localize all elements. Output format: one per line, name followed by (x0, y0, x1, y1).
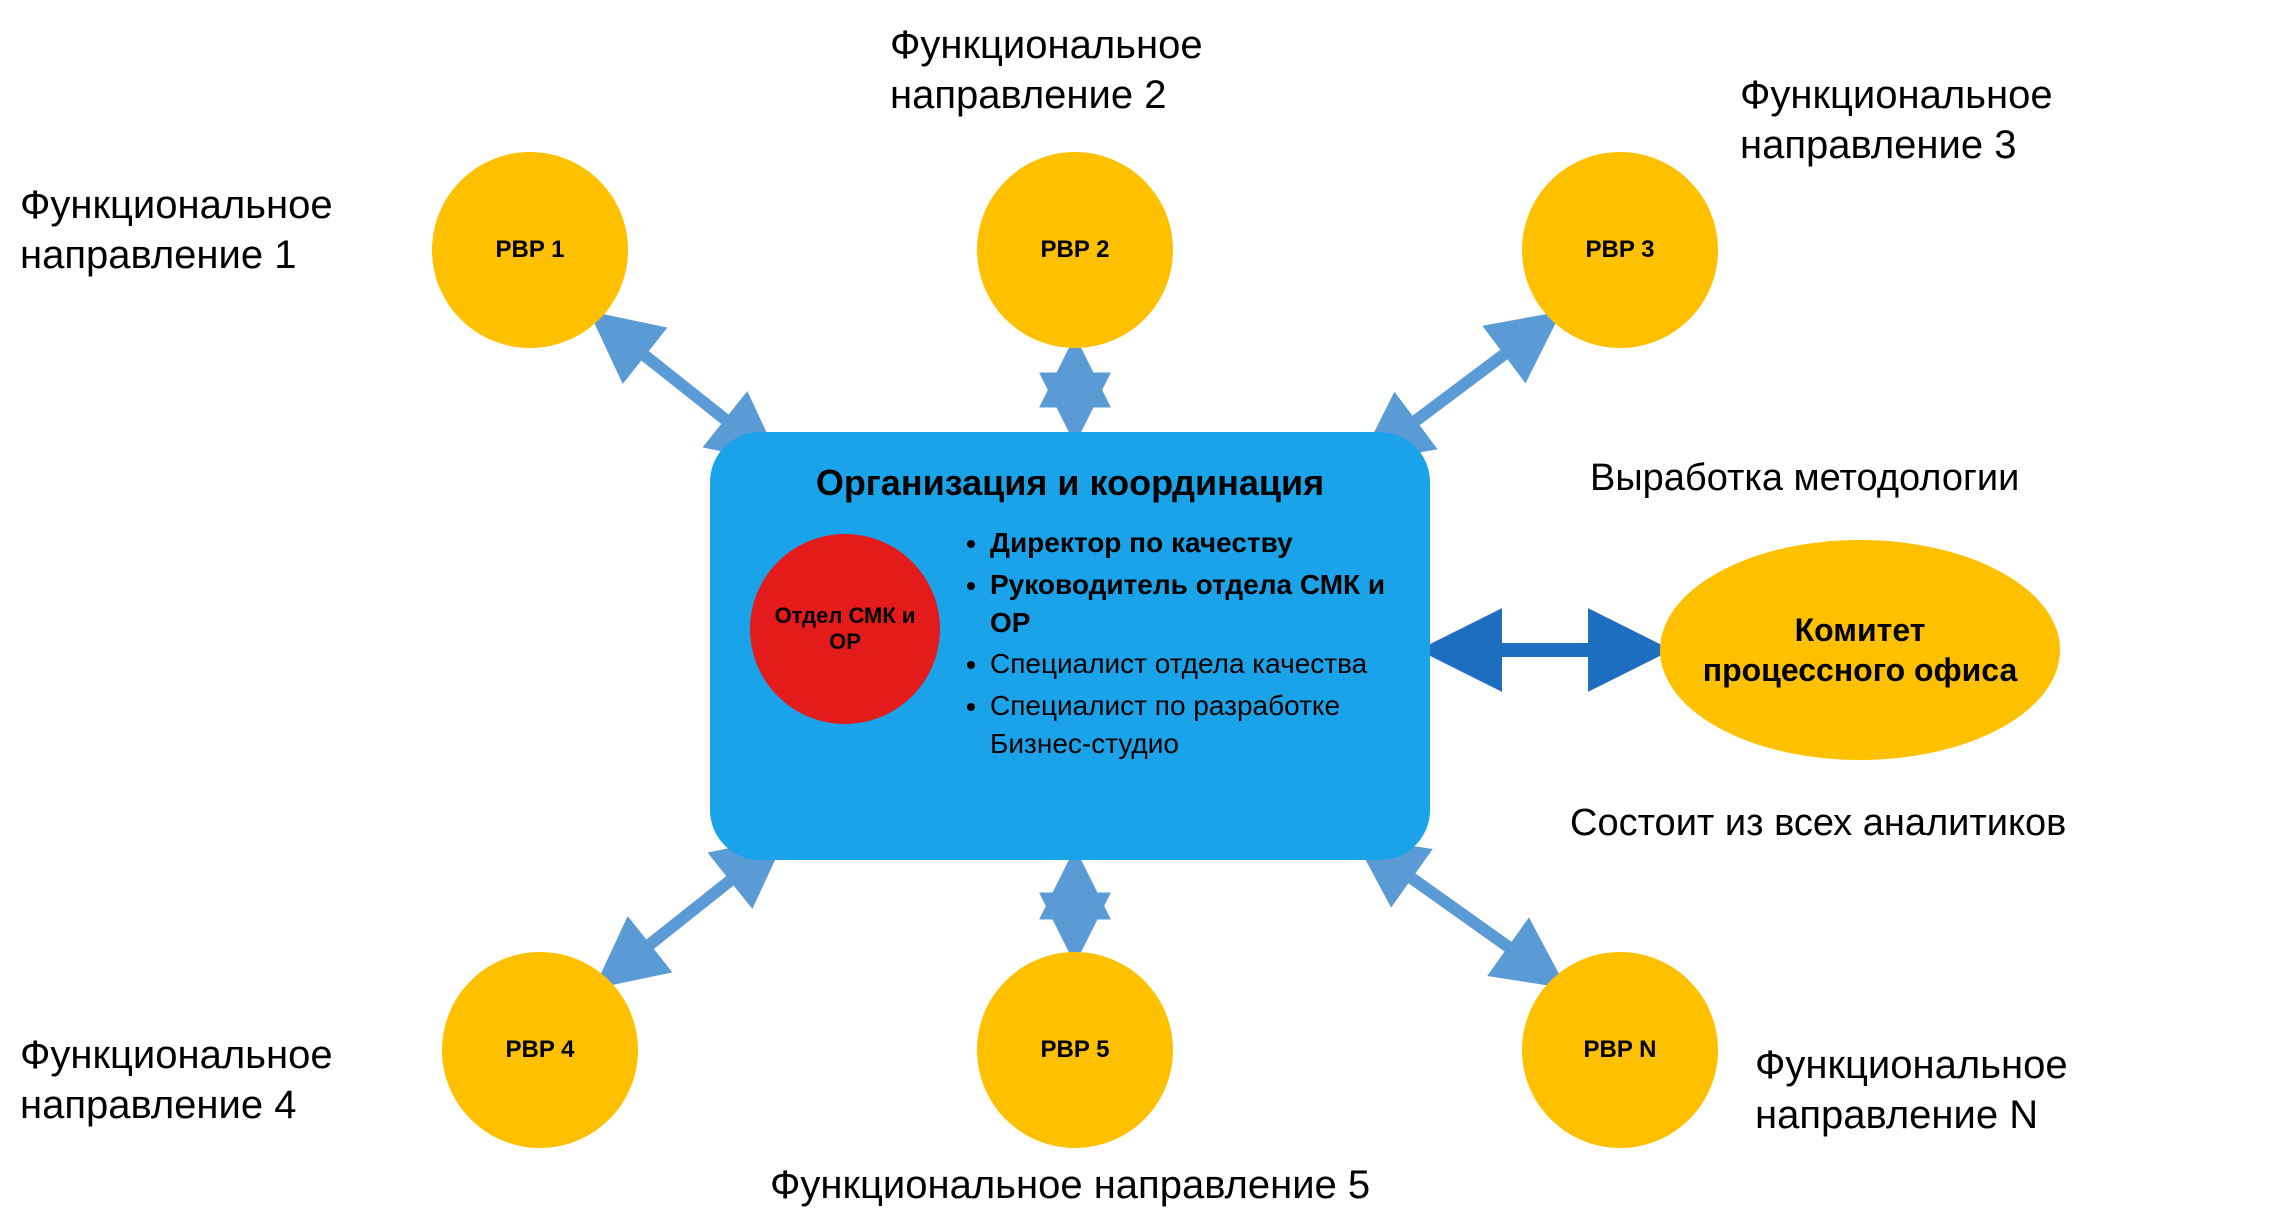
committee-label-bottom: Состоит из всех аналитиков (1570, 800, 2066, 848)
pbp-node-pbp1: PBP 1 (432, 152, 628, 348)
center-role-item: Руководитель отдела СМК и ОР (990, 566, 1390, 642)
committee-label-top: Выработка методологии (1590, 455, 2019, 503)
center-roles-list: Директор по качеству Руководитель отдела … (960, 524, 1390, 767)
connector-arrow (1365, 845, 1555, 980)
pbp-node-label: PBP N (1584, 1036, 1657, 1064)
red-dept-label: Отдел СМК и ОР (764, 603, 926, 656)
center-role-item: Специалист по разработке Бизнес-студио (990, 687, 1390, 763)
pbp-node-pbp2: PBP 2 (977, 152, 1173, 348)
pbp-node-pbp5: PBP 5 (977, 952, 1173, 1148)
pbp-ext-label-pbp5: Функциональное направление 5 (770, 1160, 1370, 1210)
connector-arrow (605, 845, 775, 980)
center-role-item: Специалист отдела качества (990, 645, 1390, 683)
center-org-box: Организация и координация Отдел СМК и ОР… (710, 432, 1430, 860)
pbp-ext-label-pbpn: Функциональное направление N (1755, 1040, 2068, 1140)
pbp-node-pbp3: PBP 3 (1522, 152, 1718, 348)
pbp-node-label: PBP 1 (496, 236, 565, 264)
red-dept-circle: Отдел СМК и ОР (750, 534, 940, 724)
pbp-node-pbp4: PBP 4 (442, 952, 638, 1148)
pbp-node-label: PBP 3 (1586, 236, 1655, 264)
pbp-ext-label-pbp3: Функциональное направление 3 (1740, 70, 2053, 170)
pbp-ext-label-pbp4: Функциональное направление 4 (20, 1030, 333, 1130)
pbp-node-label: PBP 5 (1041, 1036, 1110, 1064)
pbp-node-pbpn: PBP N (1522, 952, 1718, 1148)
pbp-ext-label-pbp1: Функциональное направление 1 (20, 180, 333, 280)
committee-ellipse: Комитет процессного офиса (1660, 540, 2060, 760)
center-role-item: Директор по качеству (990, 524, 1390, 562)
committee-label: Комитет процессного офиса (1690, 610, 2030, 690)
pbp-node-label: PBP 2 (1041, 236, 1110, 264)
pbp-ext-label-pbp2: Функциональное направление 2 (890, 20, 1203, 120)
pbp-node-label: PBP 4 (506, 1036, 575, 1064)
center-title: Организация и координация (750, 462, 1390, 504)
